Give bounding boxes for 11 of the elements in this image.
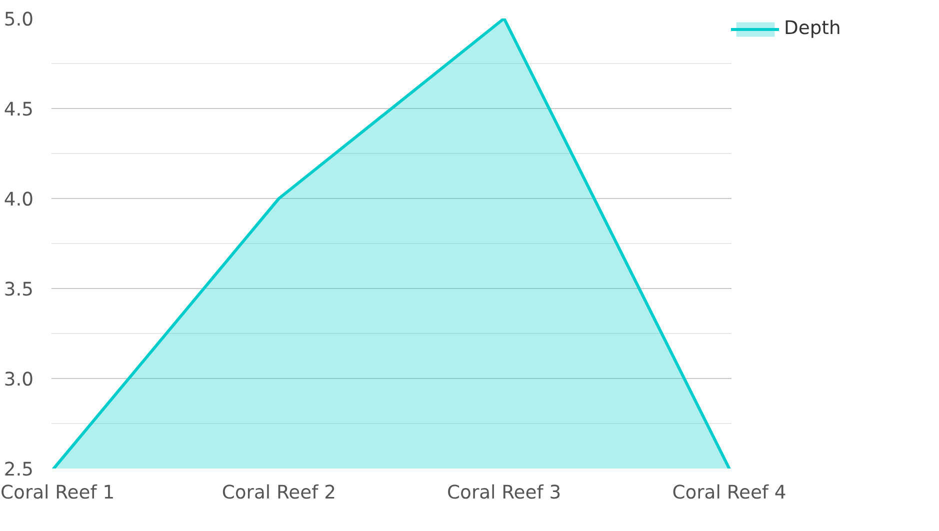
y-tick-label: 3.0 [4,370,34,390]
y-tick-label: 4.5 [4,100,34,120]
y-tick-label: 5.0 [4,10,34,30]
y-tick-label: 3.5 [4,280,34,300]
y-tick-label: 4.0 [4,190,34,210]
y-tick-label: 2.5 [4,460,34,480]
x-tick-label: Coral Reef 4 [672,482,786,504]
legend-label: Depth [784,18,841,39]
x-tick-label: Coral Reef 2 [222,482,336,504]
x-tick-label: Coral Reef 3 [447,482,562,504]
x-tick-label: Coral Reef 1 [0,482,115,504]
